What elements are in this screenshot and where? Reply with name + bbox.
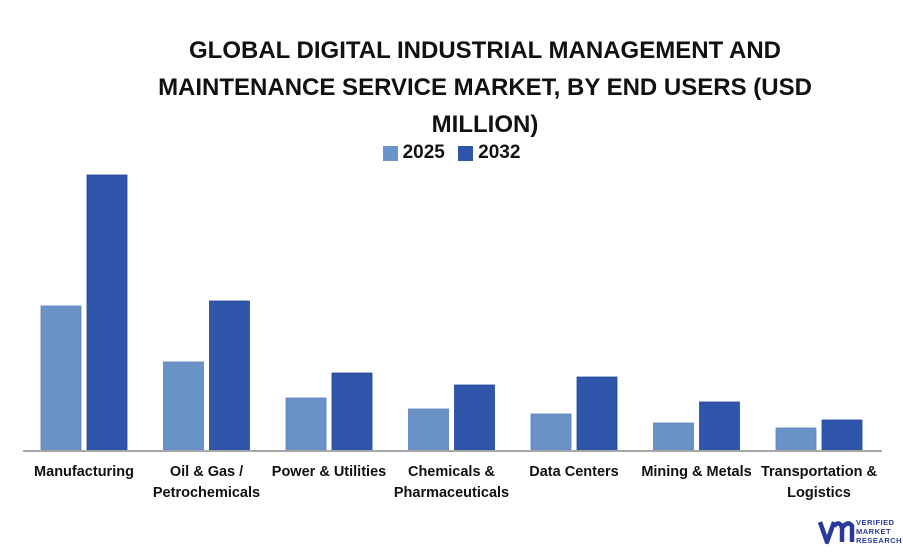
x-tick-label: Chemicals & Pharmaceuticals [393, 464, 510, 501]
x-tick-label: Data Centers [529, 464, 619, 480]
bar-2025-1 [163, 361, 204, 451]
legend-label: 2025 [402, 142, 445, 163]
bar-2032-3 [454, 384, 495, 451]
verified-market-research-logo: VERIFIED MARKET RESEARCH [818, 516, 903, 550]
x-tick-label: Transportation & Logistics [760, 464, 877, 501]
bar-2025-3 [408, 408, 449, 451]
bar-2032-4 [576, 376, 618, 451]
vmr-logo-icon [818, 521, 855, 545]
logo-text: VERIFIED MARKET RESEARCH [856, 518, 903, 545]
legend-item-2032: 2032 [458, 142, 520, 164]
bar-2025-0 [40, 305, 82, 451]
legend-swatch [382, 145, 398, 161]
bar-2032-5 [699, 401, 740, 451]
x-tick-label: Manufacturing [34, 464, 134, 480]
bar-2032-6 [821, 419, 863, 451]
x-tick-label: Power & Utilities [271, 464, 387, 480]
legend: 2025 2032 [0, 142, 903, 167]
bar-2032-2 [331, 372, 373, 451]
chart-title: GLOBAL DIGITAL INDUSTRIAL MANAGEMENT AND… [158, 37, 812, 138]
bar-2025-6 [775, 427, 817, 451]
legend-item-2025: 2025 [382, 142, 445, 164]
bar-2025-2 [285, 397, 327, 451]
bar-2032-0 [86, 174, 128, 451]
x-tick-label: Mining & Metals [641, 464, 752, 480]
bar-2025-5 [653, 422, 694, 451]
legend-swatch [458, 145, 474, 161]
bar-2025-4 [530, 413, 572, 451]
bar-2032-1 [209, 300, 250, 451]
legend-label: 2032 [478, 142, 521, 163]
x-tick-label: Oil & Gas / Petrochemicals [152, 464, 261, 501]
